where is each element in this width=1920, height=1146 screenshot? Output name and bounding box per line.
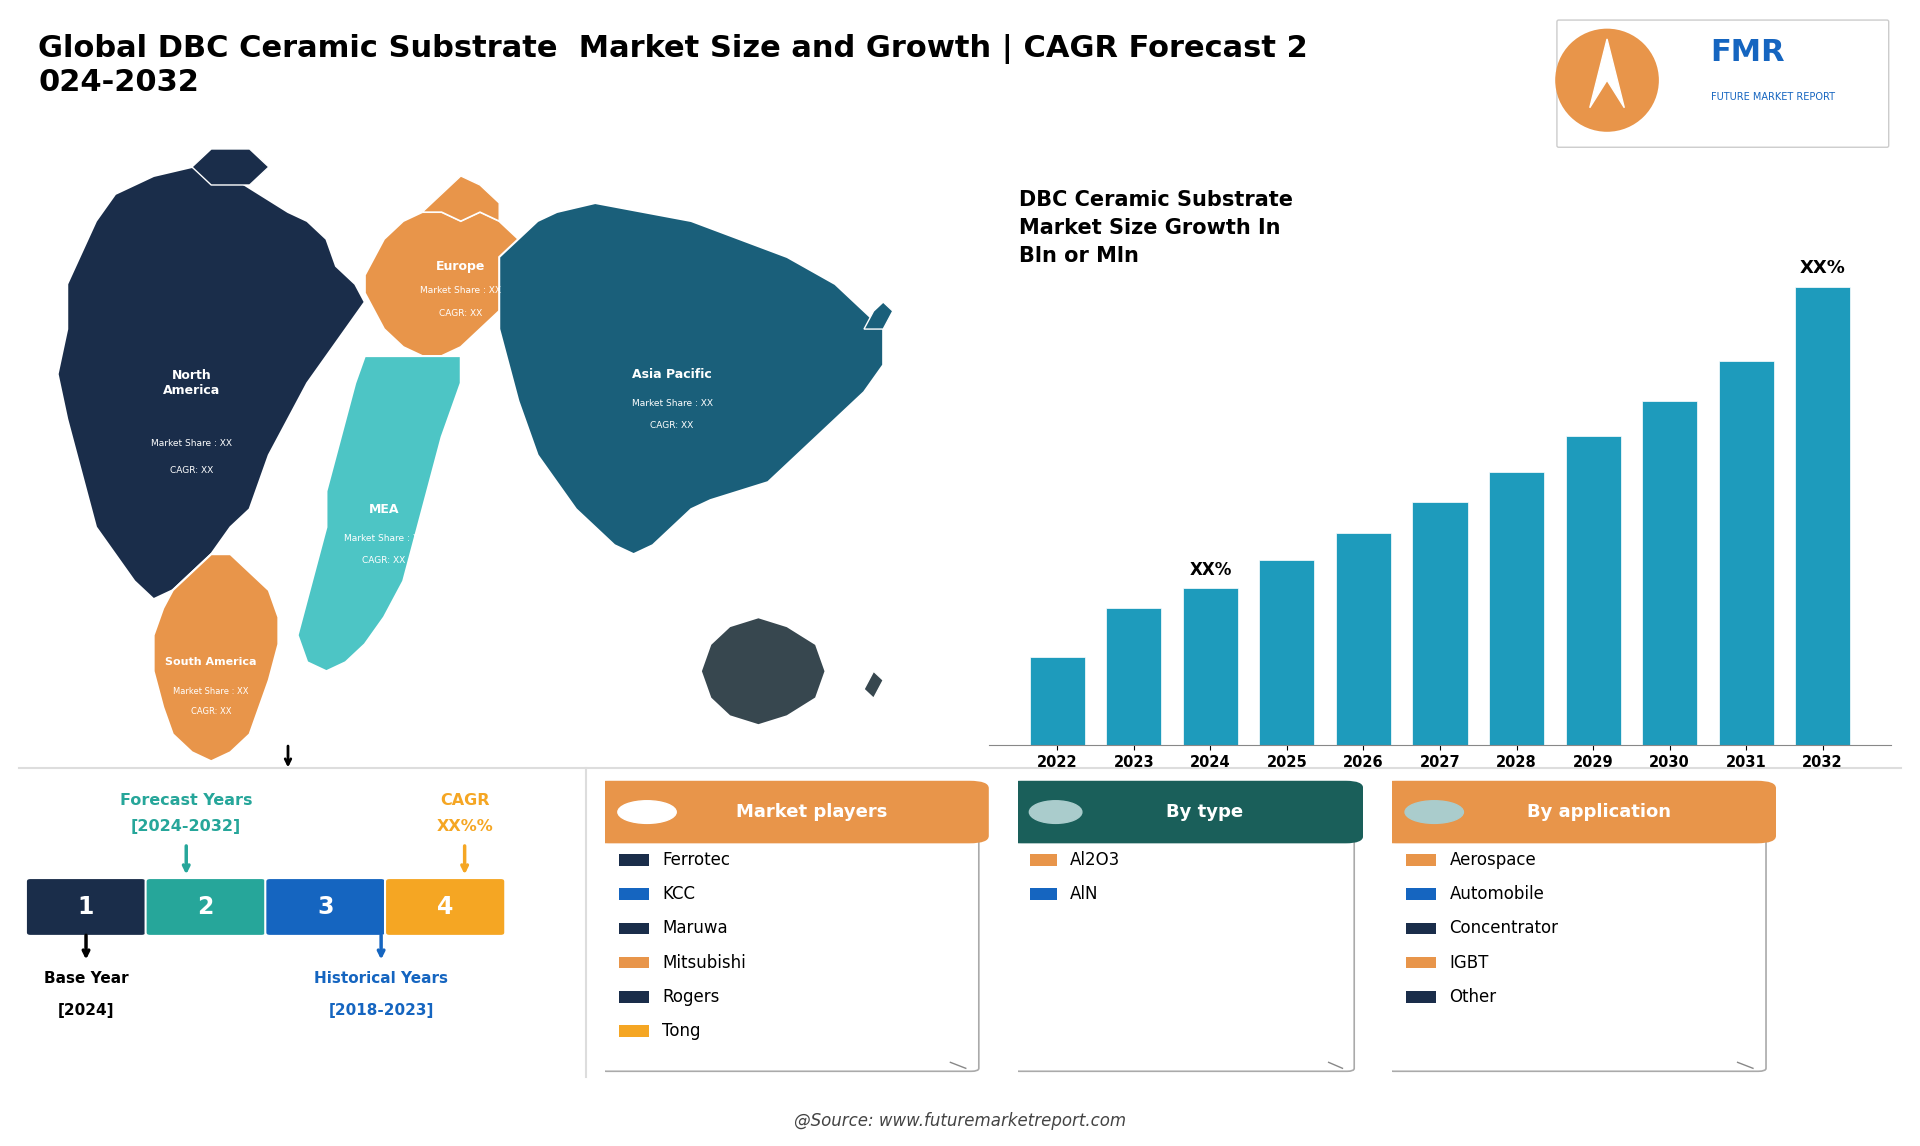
Text: Asia Pacific: Asia Pacific	[632, 368, 712, 380]
Text: Market Share : XX: Market Share : XX	[632, 399, 712, 408]
FancyBboxPatch shape	[618, 957, 649, 968]
Text: Aerospace: Aerospace	[1450, 850, 1536, 869]
Text: CAGR: XX: CAGR: XX	[363, 556, 405, 565]
FancyBboxPatch shape	[25, 878, 146, 936]
Text: South America: South America	[165, 657, 257, 667]
Text: Global DBC Ceramic Substrate  Market Size and Growth | CAGR Forecast 2
024-2032: Global DBC Ceramic Substrate Market Size…	[38, 34, 1308, 96]
Text: By application: By application	[1528, 803, 1670, 821]
Polygon shape	[58, 167, 365, 599]
FancyBboxPatch shape	[1377, 780, 1776, 843]
Text: Maruwa: Maruwa	[662, 919, 728, 937]
Text: CAGR: XX: CAGR: XX	[190, 707, 232, 716]
Text: FMR: FMR	[1711, 38, 1786, 68]
Text: 4: 4	[438, 895, 453, 919]
Polygon shape	[864, 303, 893, 329]
Text: CAGR: CAGR	[440, 793, 490, 808]
Text: 1: 1	[79, 895, 94, 919]
Text: Forecast Years: Forecast Years	[119, 793, 253, 808]
Text: CAGR: XX: CAGR: XX	[440, 308, 482, 317]
Bar	[1106, 609, 1162, 745]
Text: XX%%: XX%%	[436, 818, 493, 833]
Circle shape	[1405, 801, 1463, 823]
Bar	[1029, 657, 1085, 745]
Text: North
America: North America	[163, 369, 221, 398]
Bar	[1183, 588, 1238, 745]
Polygon shape	[701, 618, 826, 725]
Text: Mitsubishi: Mitsubishi	[662, 953, 747, 972]
FancyBboxPatch shape	[1405, 923, 1436, 934]
FancyBboxPatch shape	[1004, 780, 1363, 843]
Bar	[1565, 437, 1620, 745]
FancyBboxPatch shape	[618, 991, 649, 1003]
Circle shape	[1029, 801, 1081, 823]
Text: FUTURE MARKET REPORT: FUTURE MARKET REPORT	[1711, 93, 1836, 102]
Text: Europe: Europe	[436, 259, 486, 273]
Text: CAGR: XX: CAGR: XX	[171, 466, 213, 476]
FancyBboxPatch shape	[618, 854, 649, 865]
Polygon shape	[1590, 39, 1624, 108]
Text: Market Share : XX: Market Share : XX	[420, 286, 501, 295]
Text: @Source: www.futuremarketreport.com: @Source: www.futuremarketreport.com	[795, 1112, 1125, 1130]
Text: Market Share : XX: Market Share : XX	[173, 686, 250, 696]
Text: Tong: Tong	[662, 1022, 701, 1041]
Text: 2: 2	[198, 895, 213, 919]
Text: IGBT: IGBT	[1450, 953, 1490, 972]
Polygon shape	[499, 203, 883, 555]
FancyBboxPatch shape	[386, 878, 505, 936]
Bar	[1718, 361, 1774, 745]
Text: By type: By type	[1165, 803, 1242, 821]
Bar	[1795, 286, 1851, 745]
Text: DBC Ceramic Substrate
Market Size Growth In
Bln or Mln: DBC Ceramic Substrate Market Size Growth…	[1020, 189, 1292, 266]
Circle shape	[1555, 29, 1659, 132]
FancyBboxPatch shape	[1029, 854, 1058, 865]
Text: [2024]: [2024]	[58, 1003, 115, 1018]
FancyBboxPatch shape	[1405, 854, 1436, 865]
FancyBboxPatch shape	[618, 888, 649, 900]
Text: Market Share : XX: Market Share : XX	[344, 534, 424, 543]
Text: CAGR: XX: CAGR: XX	[651, 421, 693, 430]
FancyBboxPatch shape	[1405, 957, 1436, 968]
Bar	[1642, 401, 1697, 745]
Text: Base Year: Base Year	[44, 971, 129, 986]
FancyBboxPatch shape	[265, 878, 386, 936]
FancyBboxPatch shape	[146, 878, 265, 936]
FancyBboxPatch shape	[1405, 888, 1436, 900]
Text: Automobile: Automobile	[1450, 885, 1544, 903]
Text: Market players: Market players	[737, 803, 887, 821]
Text: AlN: AlN	[1069, 885, 1098, 903]
Text: Historical Years: Historical Years	[315, 971, 447, 986]
Text: [2024-2032]: [2024-2032]	[131, 818, 242, 833]
Text: Ferrotec: Ferrotec	[662, 850, 730, 869]
Text: Other: Other	[1450, 988, 1498, 1006]
FancyBboxPatch shape	[589, 780, 989, 843]
FancyBboxPatch shape	[1405, 991, 1436, 1003]
Text: Rogers: Rogers	[662, 988, 720, 1006]
Polygon shape	[864, 672, 883, 698]
FancyBboxPatch shape	[618, 1026, 649, 1037]
Bar	[1260, 559, 1315, 745]
Bar	[1490, 472, 1544, 745]
Polygon shape	[365, 212, 538, 356]
Polygon shape	[298, 356, 461, 672]
Text: [2018-2023]: [2018-2023]	[328, 1003, 434, 1018]
Polygon shape	[422, 176, 499, 221]
Text: XX%: XX%	[1799, 259, 1845, 277]
Polygon shape	[154, 555, 278, 761]
Text: Al2O3: Al2O3	[1069, 850, 1119, 869]
Text: KCC: KCC	[662, 885, 695, 903]
Text: XX%: XX%	[1188, 560, 1231, 579]
Text: 3: 3	[317, 895, 334, 919]
Bar	[1413, 502, 1467, 745]
Polygon shape	[192, 149, 269, 185]
FancyBboxPatch shape	[1029, 888, 1058, 900]
Circle shape	[618, 801, 676, 823]
Text: Concentrator: Concentrator	[1450, 919, 1559, 937]
FancyBboxPatch shape	[618, 923, 649, 934]
Text: MEA: MEA	[369, 503, 399, 516]
Bar	[1336, 533, 1390, 745]
Text: Market Share : XX: Market Share : XX	[152, 439, 232, 448]
